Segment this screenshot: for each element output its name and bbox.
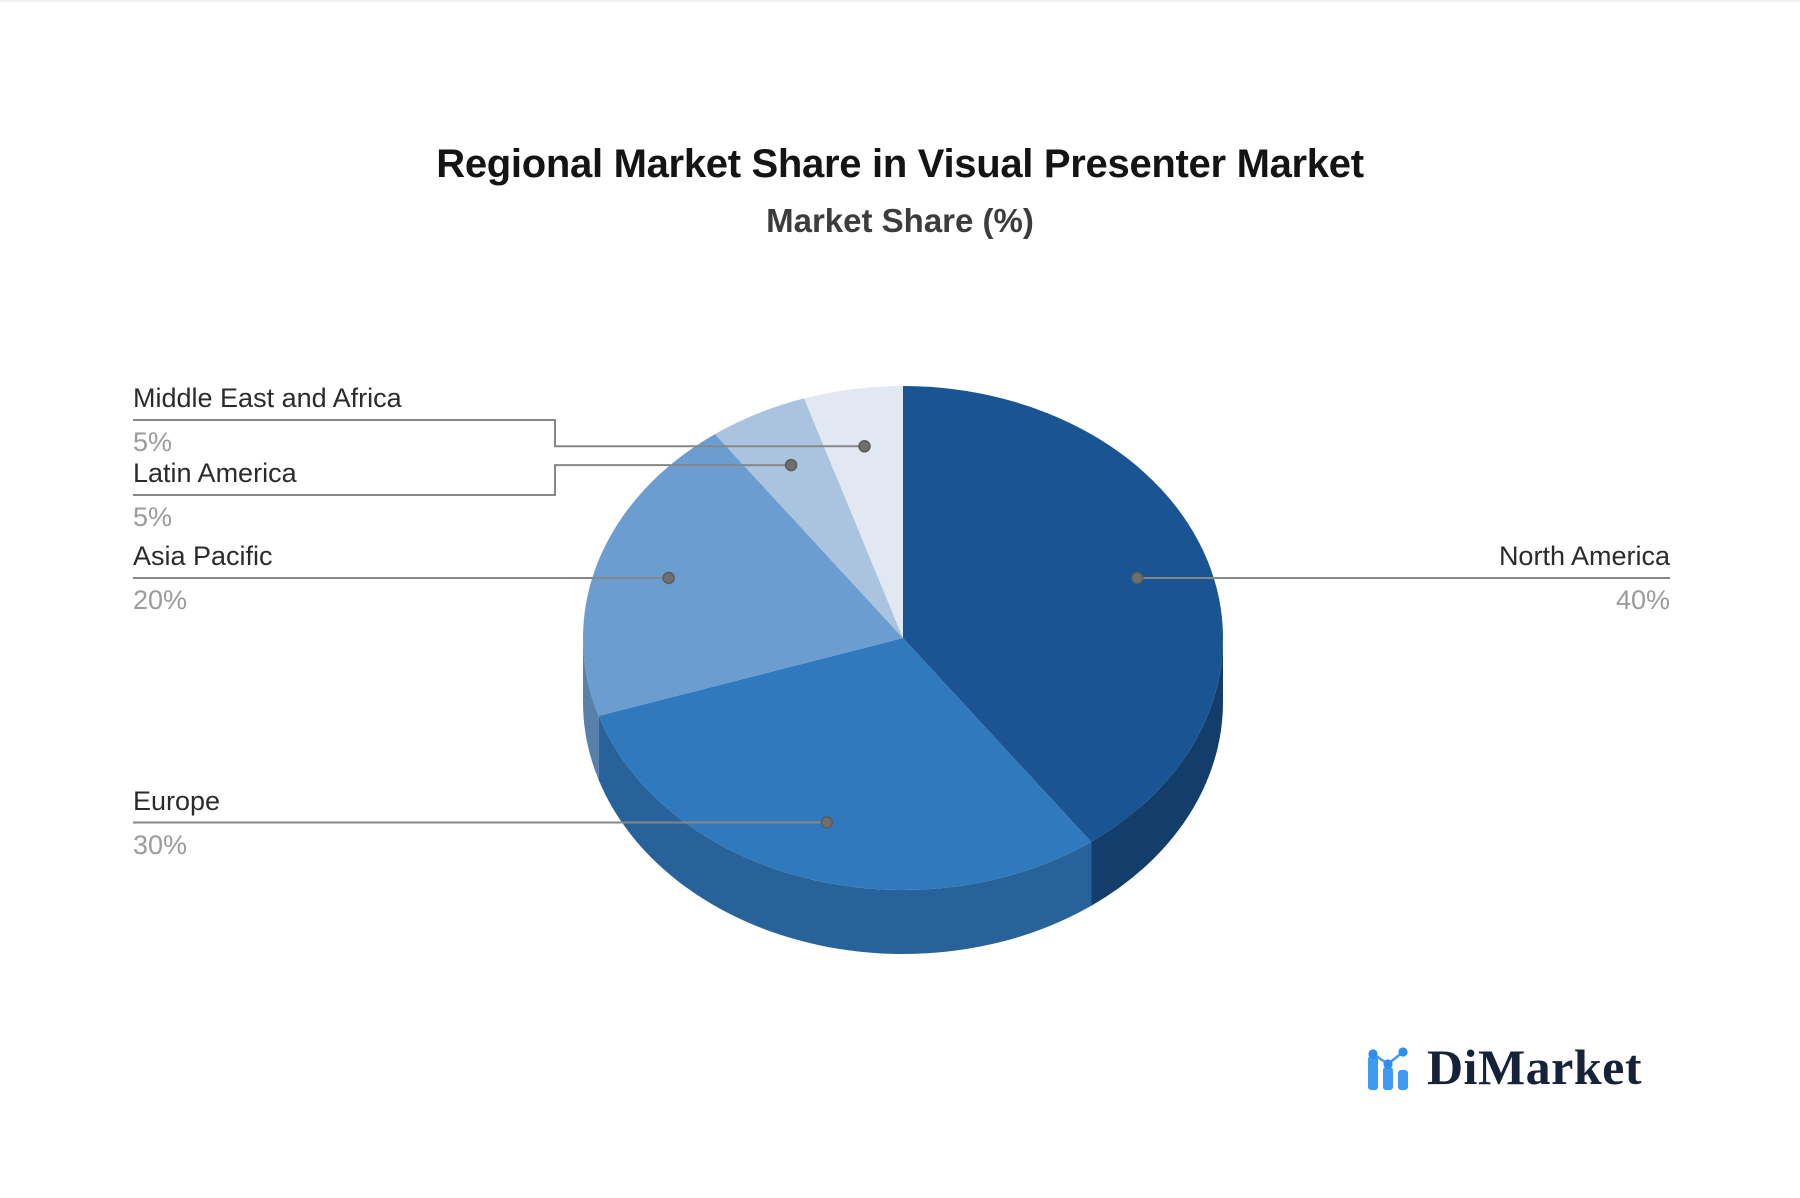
chart-subtitle: Market Share (%) bbox=[766, 202, 1034, 239]
slice-label-europe: Europe bbox=[133, 786, 221, 816]
pie-slice-side-europe bbox=[598, 715, 1092, 954]
slice-label-latin-america: Latin America bbox=[133, 458, 297, 488]
pie-slice-north-america[interactable] bbox=[903, 386, 1223, 842]
slice-label-middle-east-and-africa: Middle East and Africa bbox=[133, 383, 402, 413]
leader-dot-north-america bbox=[1131, 571, 1144, 585]
pie-slice-europe[interactable] bbox=[598, 638, 1092, 890]
brand-logo: DiMarket bbox=[1366, 1042, 1642, 1092]
slice-label-north-america: North America bbox=[1498, 541, 1670, 571]
leader-dot-europe bbox=[820, 816, 834, 829]
pie-slice-middle-east-and-africa[interactable] bbox=[804, 386, 903, 638]
leader-dot-asia-pacific bbox=[662, 571, 675, 585]
slice-value-asia-pacific: 20% bbox=[133, 585, 188, 615]
leader-dot-latin-america bbox=[784, 458, 798, 472]
page-title: Regional Market Share in Visual Presente… bbox=[436, 142, 1364, 186]
pie-slice-side-asia-pacific bbox=[583, 638, 599, 780]
slice-value-north-america: 40% bbox=[1615, 585, 1670, 615]
pie-slice-asia-pacific[interactable] bbox=[583, 434, 903, 716]
pie-slice-latin-america[interactable] bbox=[714, 398, 903, 638]
slice-leader-latin-america bbox=[133, 464, 792, 496]
pie-slice-side-north-america bbox=[1091, 638, 1223, 906]
slice-value-middle-east-and-africa: 5% bbox=[133, 427, 173, 457]
slice-leader-middle-east-and-africa bbox=[133, 419, 865, 448]
leader-dot-middle-east-and-africa bbox=[858, 440, 871, 453]
brand-name: DiMarket bbox=[1426, 1039, 1642, 1095]
slice-label-asia-pacific: Asia Pacific bbox=[133, 541, 273, 571]
bar-chart-logo-icon bbox=[1367, 1047, 1408, 1090]
slice-value-europe: 30% bbox=[133, 830, 188, 860]
slice-value-latin-america: 5% bbox=[133, 502, 173, 532]
